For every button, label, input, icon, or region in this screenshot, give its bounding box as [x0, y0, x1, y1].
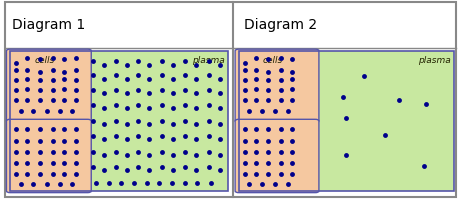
Text: cells: cells: [263, 56, 284, 65]
Text: Diagram 2: Diagram 2: [244, 18, 318, 32]
Text: Diagram 1: Diagram 1: [12, 18, 85, 32]
Bar: [88, 51, 228, 191]
FancyBboxPatch shape: [235, 49, 319, 122]
Text: plasma: plasma: [418, 56, 450, 65]
Bar: [10, 51, 228, 191]
Bar: [239, 51, 454, 191]
Bar: [315, 51, 454, 191]
FancyBboxPatch shape: [235, 119, 319, 193]
FancyBboxPatch shape: [6, 49, 91, 122]
FancyBboxPatch shape: [6, 119, 91, 193]
Text: plasma: plasma: [192, 56, 225, 65]
Text: cells: cells: [35, 56, 55, 65]
